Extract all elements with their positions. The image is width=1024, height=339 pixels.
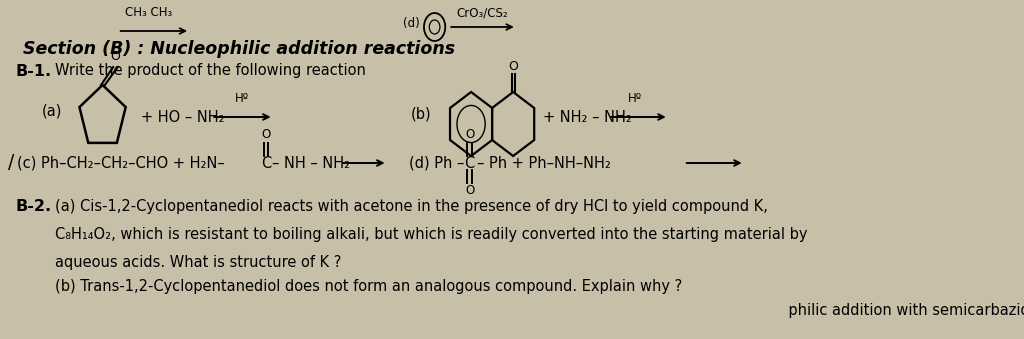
Text: O: O (111, 51, 121, 63)
Text: CH₃ CH₃: CH₃ CH₃ (125, 6, 172, 19)
Text: (b): (b) (411, 106, 431, 121)
Text: (a) Cis-1,2-Cyclopentanediol reacts with acetone in the presence of dry HCl to y: (a) Cis-1,2-Cyclopentanediol reacts with… (54, 199, 768, 214)
Text: C₈H₁₄O₂, which is resistant to boiling alkali, but which is readily converted in: C₈H₁₄O₂, which is resistant to boiling a… (54, 227, 807, 242)
Text: B-1.: B-1. (15, 63, 51, 79)
Text: C: C (261, 156, 271, 171)
Text: – Ph + Ph–NH–NH₂: – Ph + Ph–NH–NH₂ (477, 156, 611, 171)
Text: O: O (465, 128, 474, 141)
Text: philic addition with semicarbazide: philic addition with semicarbazide (54, 303, 1024, 318)
Text: + NH₂ – NH₂: + NH₂ – NH₂ (544, 109, 632, 124)
Text: aqueous acids. What is structure of K ?: aqueous acids. What is structure of K ? (54, 255, 341, 270)
Text: (c) Ph–CH₂–CH₂–CHO + H₂N–: (c) Ph–CH₂–CH₂–CHO + H₂N– (16, 156, 224, 171)
Text: B-2.: B-2. (15, 199, 51, 214)
Text: O: O (509, 60, 518, 73)
Text: Hº: Hº (234, 92, 249, 105)
Text: + HO – NH₂: + HO – NH₂ (140, 109, 224, 124)
Text: Hº: Hº (628, 92, 641, 105)
Text: (d) Ph –: (d) Ph – (409, 156, 464, 171)
Text: O: O (465, 184, 474, 198)
Text: Section (B) : Nucleophilic addition reactions: Section (B) : Nucleophilic addition reac… (23, 40, 455, 58)
Text: O: O (261, 128, 270, 141)
Text: (b) Trans-1,2-Cyclopentanediol does not form an analogous compound. Explain why : (b) Trans-1,2-Cyclopentanediol does not … (54, 279, 682, 294)
Text: – NH – NH₂: – NH – NH₂ (272, 156, 350, 171)
Text: /: / (7, 154, 14, 173)
Text: CrO₃/CS₂: CrO₃/CS₂ (457, 6, 508, 19)
Text: Write the product of the following reaction: Write the product of the following react… (54, 63, 366, 79)
Text: C: C (465, 156, 475, 171)
Text: (a): (a) (42, 103, 62, 119)
Text: (d): (d) (402, 18, 420, 31)
